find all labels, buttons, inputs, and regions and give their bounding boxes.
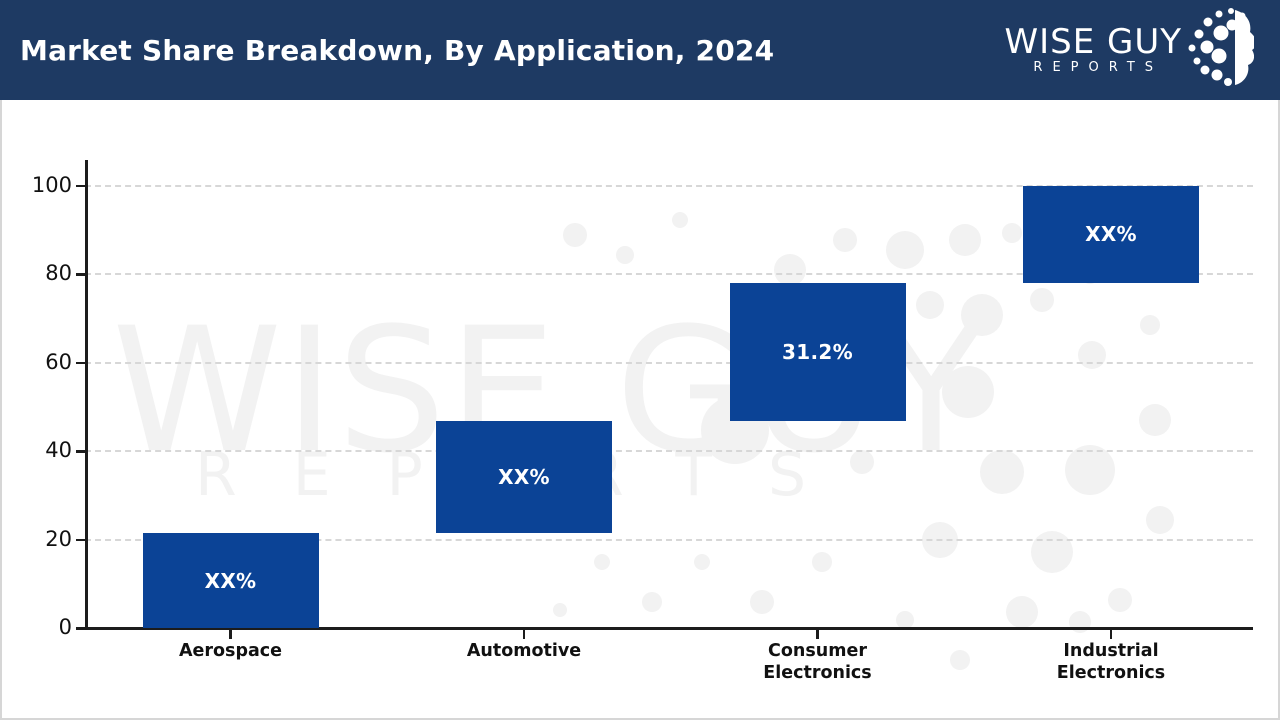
gridline-y60 bbox=[85, 361, 1253, 364]
x-tick-label-consumer-electronics: Consumer Electronics bbox=[763, 641, 872, 683]
y-axis-spine bbox=[85, 160, 88, 628]
x-tick-label-industrial-electronics: Industrial Electronics bbox=[1056, 641, 1166, 683]
gridline-y100 bbox=[85, 184, 1253, 187]
logo-face-icon bbox=[1188, 8, 1254, 86]
x-tick-mark bbox=[816, 629, 819, 639]
y-tick-label: 40 bbox=[45, 438, 72, 462]
gridline-y40 bbox=[85, 450, 1253, 452]
y-tick-label: 100 bbox=[31, 172, 72, 197]
x-tick-mark bbox=[1109, 629, 1113, 639]
bar-consumer-electronics: 31.2% bbox=[729, 283, 906, 422]
x-tick-label-aerospace: Aerospace bbox=[178, 641, 283, 661]
y-tick-label: 80 bbox=[45, 261, 72, 285]
y-tick-label: 60 bbox=[45, 349, 72, 374]
y-tick-mark bbox=[76, 361, 85, 364]
y-tick-label: 20 bbox=[45, 526, 72, 551]
bar-value-label: XX% bbox=[498, 465, 550, 490]
y-tick-mark bbox=[76, 273, 85, 276]
x-tick-mark bbox=[522, 629, 526, 639]
logo-wordmark: WISE GUY REPORTS bbox=[1004, 21, 1182, 76]
chart-area: WISE GUY REPORTS 020406080100XX%Aerospac… bbox=[0, 100, 1280, 720]
x-axis-spine bbox=[85, 626, 1253, 630]
y-tick-mark bbox=[76, 450, 85, 453]
bar-automotive: XX% bbox=[436, 421, 612, 534]
gridline-y80 bbox=[85, 273, 1253, 275]
wise-guy-logo: WISE GUY REPORTS bbox=[1004, 6, 1254, 94]
logo-wordmark-main: WISE GUY bbox=[1004, 21, 1182, 62]
bar-value-label: XX% bbox=[204, 568, 257, 593]
bar-industrial-electronics: XX% bbox=[1023, 185, 1199, 284]
page-title: Market Share Breakdown, By Application, … bbox=[20, 33, 775, 67]
y-tick-label: 0 bbox=[58, 615, 72, 639]
bar-value-label: 31.2% bbox=[782, 340, 853, 365]
bar-value-label: XX% bbox=[1085, 222, 1137, 247]
y-tick-mark bbox=[76, 627, 85, 630]
y-tick-mark bbox=[76, 184, 85, 187]
y-tick-mark bbox=[76, 538, 85, 541]
x-tick-mark bbox=[229, 629, 232, 639]
bar-aerospace: XX% bbox=[142, 533, 319, 628]
header-bar: Market Share Breakdown, By Application, … bbox=[0, 0, 1280, 100]
gridline-y20 bbox=[85, 538, 1253, 541]
x-tick-label-automotive: Automotive bbox=[466, 641, 582, 661]
logo-wordmark-sub: REPORTS bbox=[1033, 60, 1164, 76]
